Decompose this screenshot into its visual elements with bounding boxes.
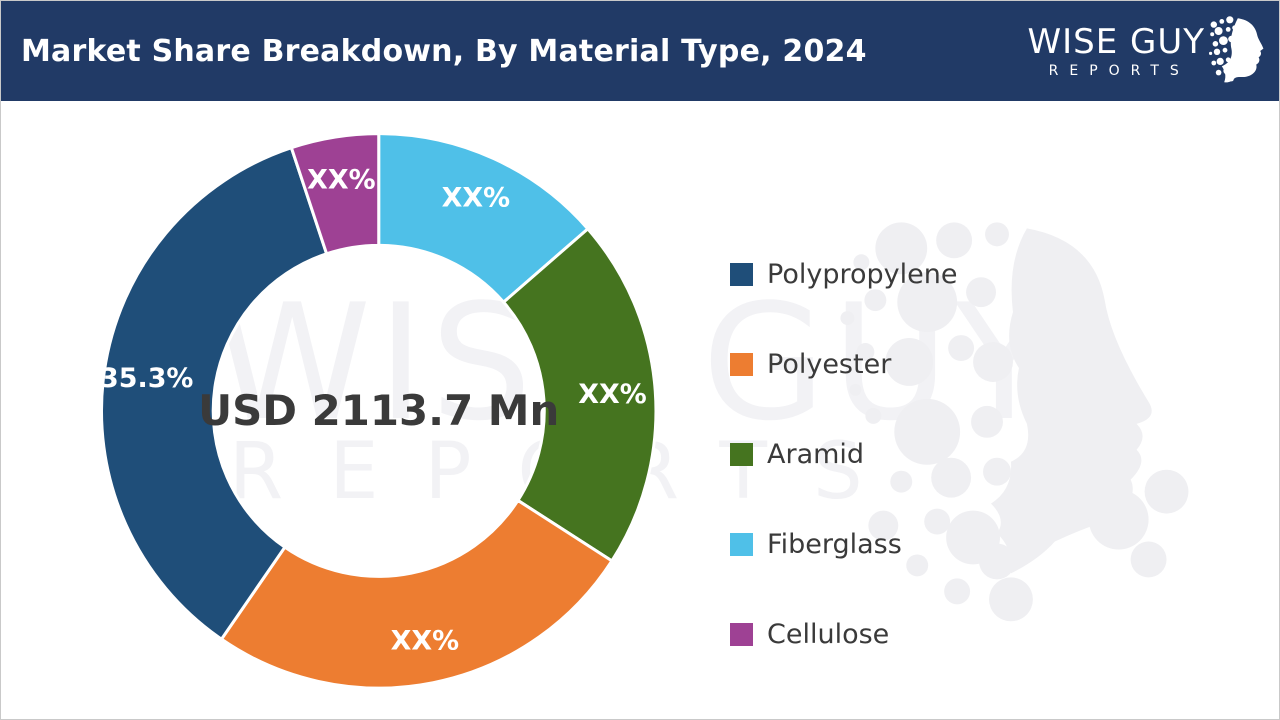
legend-swatch: [730, 532, 753, 556]
legend-swatch: [730, 262, 753, 286]
segment-value-label: XX%: [391, 626, 459, 657]
donut-segment-polyester: [219, 498, 614, 690]
segment-value-label: 35.3%: [100, 363, 193, 394]
page-title: Market Share Breakdown, By Material Type…: [21, 33, 867, 69]
legend-item-cellulose: Cellulose: [730, 619, 957, 649]
legend-label: Cellulose: [767, 618, 890, 650]
logo-face-icon: [1209, 16, 1264, 83]
legend-swatch: [730, 442, 753, 466]
brand-subname: REPORTS: [1048, 62, 1190, 79]
legend-label: Aramid: [767, 438, 865, 470]
legend-item-aramid: Aramid: [730, 439, 957, 469]
brand-name: WISE GUY: [1027, 21, 1205, 62]
legend-label: Fiberglass: [767, 528, 902, 560]
donut-segment-aramid: [502, 227, 658, 563]
segment-value-label: XX%: [307, 164, 375, 195]
legend-label: Polypropylene: [767, 258, 958, 290]
legend-item-polyester: Polyester: [730, 349, 957, 379]
brand-logo-text: WISE GUY REPORTS: [1027, 25, 1205, 78]
segment-value-label: XX%: [442, 183, 510, 214]
legend-swatch: [730, 352, 753, 376]
chart-legend: Polypropylene Polyester Aramid Fiberglass Ce…: [730, 259, 957, 649]
legend-label: Polyester: [767, 348, 892, 380]
header: Market Share Breakdown, By Material Type…: [1, 1, 1279, 101]
segment-value-label: XX%: [578, 379, 646, 410]
donut-center-value: USD 2113.7 Mn: [198, 386, 559, 435]
brand-logo: WISE GUY REPORTS: [1027, 9, 1265, 93]
donut-segment-cellulose: [289, 132, 381, 256]
donut-segment-polypropylene: [100, 146, 329, 641]
legend-swatch: [730, 622, 753, 646]
legend-item-polypropylene: Polypropylene: [730, 259, 957, 289]
legend-item-fiberglass: Fiberglass: [730, 529, 957, 559]
